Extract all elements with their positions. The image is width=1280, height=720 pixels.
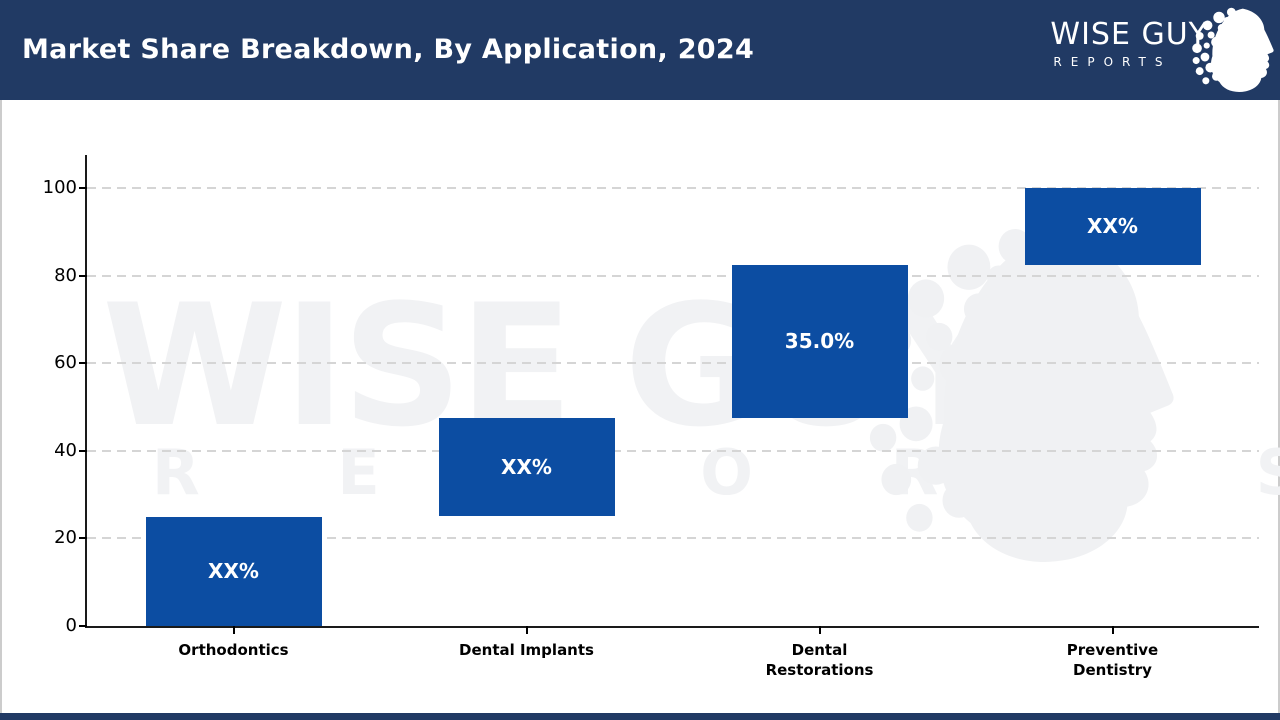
y-tick-label-0: 0 [65, 615, 77, 636]
x-axis-spine [85, 626, 1259, 628]
y-tick-mark-0 [79, 625, 87, 627]
y-tick-label-100: 100 [42, 177, 77, 198]
x-tick-label-dental-restorations: Dental Restorations [765, 641, 874, 679]
x-tick-mark-2 [818, 626, 821, 634]
bar-value-label: XX% [501, 455, 552, 480]
y-tick-mark-100 [79, 187, 87, 189]
logo-text: WISE GUY REPORTS [1050, 17, 1208, 70]
gridline-100 [87, 187, 1259, 189]
x-tick-mark-3 [1111, 626, 1114, 634]
gridline-80 [87, 274, 1259, 277]
logo-subtitle: REPORTS [1053, 55, 1172, 69]
y-tick-label-20: 20 [54, 527, 77, 549]
header-bar: Market Share Breakdown, By Application, … [0, 0, 1280, 100]
logo-head-icon [1192, 7, 1274, 92]
x-tick-mark-0 [232, 626, 235, 634]
page-title: Market Share Breakdown, By Application, … [22, 34, 755, 65]
y-tick-mark-60 [79, 362, 87, 365]
y-tick-label-60: 60 [54, 352, 77, 374]
y-axis-spine [85, 155, 87, 628]
bar-value-label: 35.0% [784, 329, 855, 354]
y-tick-label-40: 40 [54, 439, 77, 461]
x-tick-label-preventive-dentistry: Preventive Dentistry [1066, 641, 1159, 679]
logo-wordmark: WISE GUY [1050, 17, 1208, 52]
bar-orthodontics: XX% [145, 516, 322, 626]
gridline-20 [87, 537, 1259, 540]
bar-value-label: XX% [208, 559, 259, 584]
y-tick-mark-40 [79, 449, 87, 452]
y-tick-label-80: 80 [54, 264, 77, 286]
gridline-40 [87, 449, 1259, 452]
gridline-60 [87, 362, 1259, 365]
wiseguy-logo: WISE GUY REPORTS [1028, 4, 1278, 96]
bar-value-label: XX% [1087, 214, 1138, 239]
waterfall-chart: 0 20 40 60 80 100 XX% XX% 35.0% XX% Orthodontics… [2, 100, 1280, 713]
y-tick-mark-20 [79, 537, 87, 540]
x-tick-mark-1 [525, 626, 528, 634]
x-tick-label-orthodontics: Orthodontics [178, 641, 289, 659]
x-tick-label-dental-implants: Dental Implants [459, 641, 594, 659]
bar-preventive-dentistry: XX% [1024, 188, 1201, 265]
bar-dental-restorations: 35.0% [731, 264, 908, 418]
bar-dental-implants: XX% [438, 417, 615, 517]
y-tick-mark-80 [79, 274, 87, 277]
footer-bar [0, 713, 1280, 720]
